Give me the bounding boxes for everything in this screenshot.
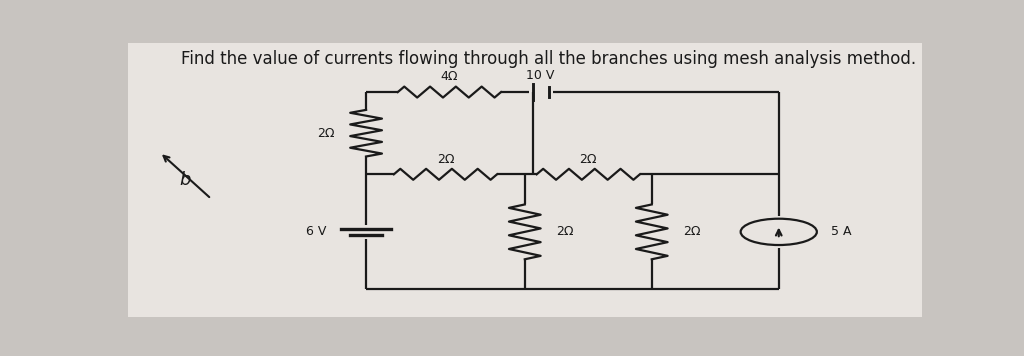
Text: 2Ω: 2Ω	[684, 225, 701, 239]
Text: 10 V: 10 V	[526, 69, 555, 82]
Text: b: b	[179, 171, 190, 189]
Text: 2Ω: 2Ω	[436, 152, 455, 166]
Text: 2Ω: 2Ω	[557, 225, 574, 239]
Text: 4Ω: 4Ω	[440, 70, 458, 83]
FancyBboxPatch shape	[128, 43, 922, 317]
Text: Find the value of currents flowing through all the branches using mesh analysis : Find the value of currents flowing throu…	[181, 49, 916, 68]
Text: 2Ω: 2Ω	[580, 152, 597, 166]
Text: 5 A: 5 A	[831, 225, 852, 239]
Text: 2Ω: 2Ω	[316, 127, 334, 140]
Text: 6 V: 6 V	[306, 225, 327, 239]
